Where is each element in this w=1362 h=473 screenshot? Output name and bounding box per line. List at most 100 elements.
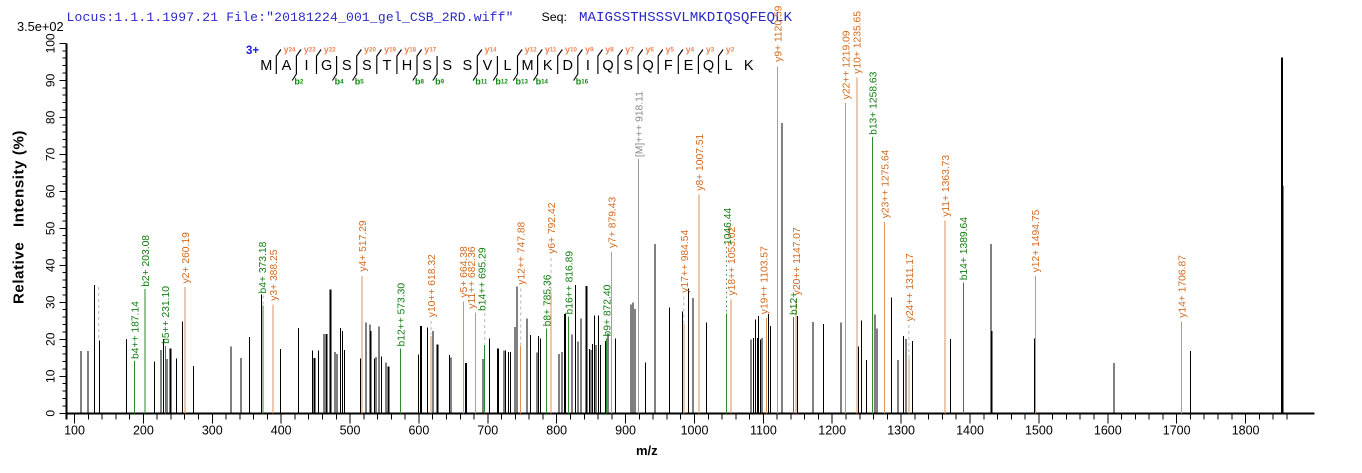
svg-text:y4+ 517.29: y4+ 517.29 bbox=[358, 220, 369, 272]
svg-text:E: E bbox=[684, 58, 694, 74]
svg-text:10: 10 bbox=[44, 369, 58, 383]
svg-text:100: 100 bbox=[64, 424, 85, 438]
svg-text:H: H bbox=[402, 58, 412, 74]
svg-text:T: T bbox=[382, 58, 391, 74]
svg-text:y23++ 1275.64: y23++ 1275.64 bbox=[880, 149, 891, 218]
svg-text:y5+ 664.38: y5+ 664.38 bbox=[459, 246, 470, 298]
svg-text:y7+ 879.43: y7+ 879.43 bbox=[607, 196, 618, 248]
svg-text:b4++ 187.14: b4++ 187.14 bbox=[130, 301, 141, 359]
svg-text:0: 0 bbox=[44, 410, 58, 417]
svg-text:y19: y19 bbox=[384, 45, 396, 55]
svg-text:b13: b13 bbox=[516, 76, 529, 86]
svg-text:y8: y8 bbox=[605, 45, 614, 55]
svg-text:1046.44: 1046.44 bbox=[723, 208, 734, 245]
svg-text:400: 400 bbox=[271, 424, 292, 438]
svg-text:b11: b11 bbox=[475, 76, 488, 86]
svg-text:S: S bbox=[362, 58, 372, 74]
svg-text:1500: 1500 bbox=[1025, 424, 1053, 438]
svg-text:b9+ 872.40: b9+ 872.40 bbox=[603, 284, 614, 336]
svg-text:3.5e+02: 3.5e+02 bbox=[17, 19, 64, 34]
svg-text:50: 50 bbox=[44, 221, 58, 235]
svg-text:Relative: Relative bbox=[11, 242, 28, 304]
svg-text:y24++ 1311.17: y24++ 1311.17 bbox=[905, 253, 916, 321]
svg-text:S: S bbox=[422, 58, 432, 74]
svg-text:b2+ 203.08: b2+ 203.08 bbox=[141, 235, 152, 287]
svg-text:y4: y4 bbox=[686, 45, 695, 55]
svg-text:y11: y11 bbox=[545, 45, 557, 55]
svg-text:y17: y17 bbox=[424, 45, 436, 55]
svg-text:b13+ 1258.63: b13+ 1258.63 bbox=[869, 71, 880, 135]
svg-text:y9+ 1120.59: y9+ 1120.59 bbox=[774, 5, 785, 61]
svg-text:y20: y20 bbox=[364, 45, 376, 55]
svg-text:I: I bbox=[304, 58, 308, 74]
svg-text:b4: b4 bbox=[335, 76, 345, 86]
svg-text:S: S bbox=[462, 58, 472, 74]
svg-text:y11++ 682.36: y11++ 682.36 bbox=[467, 246, 478, 308]
svg-text:b14++ 695.29: b14++ 695.29 bbox=[477, 247, 488, 311]
svg-text:y2: y2 bbox=[726, 45, 735, 55]
svg-text:I: I bbox=[586, 58, 590, 74]
svg-text:100: 100 bbox=[44, 33, 58, 53]
svg-text:b2: b2 bbox=[294, 76, 304, 86]
svg-text:3+: 3+ bbox=[246, 45, 259, 57]
svg-text:y8+ 1007.51: y8+ 1007.51 bbox=[695, 133, 706, 190]
svg-text:b12+: b12+ bbox=[789, 292, 800, 315]
svg-text:b14: b14 bbox=[536, 76, 549, 86]
svg-text:y6+ 792.42: y6+ 792.42 bbox=[547, 202, 558, 254]
svg-text:90: 90 bbox=[44, 73, 58, 87]
svg-text:y12++ 747.88: y12++ 747.88 bbox=[517, 221, 528, 284]
svg-text:y17++ 984.54: y17++ 984.54 bbox=[680, 230, 691, 293]
svg-text:y14+ 1706.87: y14+ 1706.87 bbox=[1177, 255, 1188, 318]
svg-text:1300: 1300 bbox=[887, 424, 915, 438]
svg-text:700: 700 bbox=[477, 424, 498, 438]
svg-text:M: M bbox=[260, 58, 272, 74]
svg-text:y14: y14 bbox=[485, 45, 497, 55]
svg-text:y10+ 1235.65: y10+ 1235.65 bbox=[853, 11, 864, 74]
svg-text:y22: y22 bbox=[324, 45, 336, 55]
svg-text:b16++ 816.89: b16++ 816.89 bbox=[564, 251, 575, 315]
svg-text:Intensity (%): Intensity (%) bbox=[11, 130, 28, 227]
svg-text:K: K bbox=[744, 58, 754, 74]
svg-text:1200: 1200 bbox=[818, 424, 846, 438]
svg-text:y6: y6 bbox=[645, 45, 654, 55]
svg-text:b5++ 231.10: b5++ 231.10 bbox=[161, 286, 172, 344]
svg-text:y19++ 1103.57: y19++ 1103.57 bbox=[760, 246, 771, 314]
svg-text:D: D bbox=[563, 58, 573, 74]
svg-text:600: 600 bbox=[408, 424, 429, 438]
svg-text:b9: b9 bbox=[435, 76, 445, 86]
svg-text:[M]+++ 918.11: [M]+++ 918.11 bbox=[635, 91, 646, 157]
svg-text:L: L bbox=[725, 58, 733, 74]
svg-text:b16: b16 bbox=[576, 76, 589, 86]
svg-text:y18++ 1053.02: y18++ 1053.02 bbox=[727, 227, 738, 296]
svg-text:b8+ 785.36: b8+ 785.36 bbox=[543, 274, 554, 326]
svg-text:1800: 1800 bbox=[1232, 424, 1260, 438]
svg-text:1100: 1100 bbox=[750, 424, 777, 438]
svg-text:b14+ 1389.64: b14+ 1389.64 bbox=[959, 217, 970, 281]
svg-text:Locus:1.1.1.1997.21 File:"2018: Locus:1.1.1.1997.21 File:"20181224_001_g… bbox=[67, 10, 514, 25]
svg-text:y5: y5 bbox=[666, 45, 675, 55]
svg-text:V: V bbox=[483, 58, 493, 74]
svg-text:y12: y12 bbox=[525, 45, 537, 55]
svg-text:y2+ 260.19: y2+ 260.19 bbox=[181, 232, 192, 284]
svg-text:b5: b5 bbox=[355, 76, 365, 86]
svg-text:y9: y9 bbox=[585, 45, 594, 55]
svg-text:b4+ 373.18: b4+ 373.18 bbox=[258, 241, 269, 293]
svg-text:S: S bbox=[623, 58, 633, 74]
svg-text:m/z: m/z bbox=[636, 443, 658, 458]
svg-text:y11+ 1363.73: y11+ 1363.73 bbox=[941, 155, 952, 217]
svg-text:500: 500 bbox=[340, 424, 361, 438]
svg-text:Seq:: Seq: bbox=[542, 10, 568, 24]
svg-text:1600: 1600 bbox=[1094, 424, 1122, 438]
svg-text:900: 900 bbox=[615, 424, 636, 438]
svg-text:60: 60 bbox=[44, 184, 58, 198]
svg-text:20: 20 bbox=[44, 332, 58, 346]
svg-text:Q: Q bbox=[703, 58, 714, 74]
svg-text:A: A bbox=[282, 58, 292, 74]
svg-text:1400: 1400 bbox=[956, 424, 984, 438]
svg-text:1000: 1000 bbox=[681, 424, 709, 438]
svg-text:300: 300 bbox=[202, 424, 223, 438]
svg-text:y7: y7 bbox=[625, 45, 634, 55]
svg-text:70: 70 bbox=[44, 147, 58, 161]
svg-text:y20++ 1147.07: y20++ 1147.07 bbox=[792, 227, 803, 295]
svg-text:M: M bbox=[522, 58, 534, 74]
